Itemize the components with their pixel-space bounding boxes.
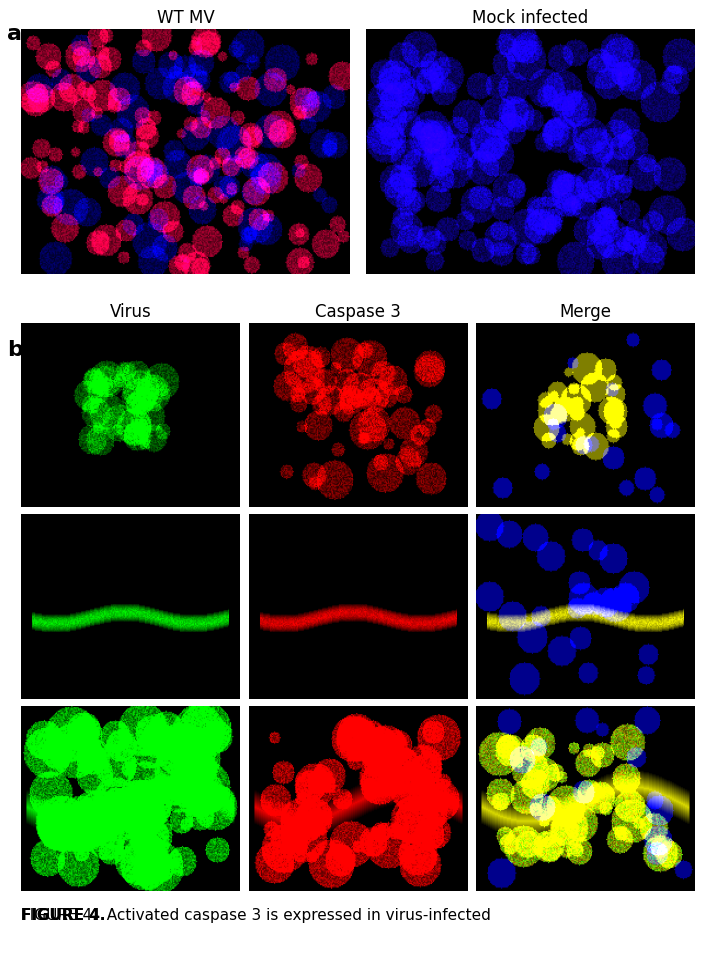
Text: b: b	[7, 340, 23, 360]
Text: FIGURE 4.: FIGURE 4.	[21, 908, 106, 924]
Text: FIGURE 4.: FIGURE 4.	[21, 908, 106, 924]
Text: a: a	[7, 24, 22, 44]
Title: Mock infected: Mock infected	[473, 10, 589, 27]
Title: Merge: Merge	[559, 303, 611, 321]
Title: Virus: Virus	[110, 303, 152, 321]
Title: WT MV: WT MV	[157, 10, 215, 27]
Title: Caspase 3: Caspase 3	[315, 303, 401, 321]
Text: FIGURE 4.  Activated caspase 3 is expressed in virus-infected: FIGURE 4. Activated caspase 3 is express…	[21, 908, 491, 924]
